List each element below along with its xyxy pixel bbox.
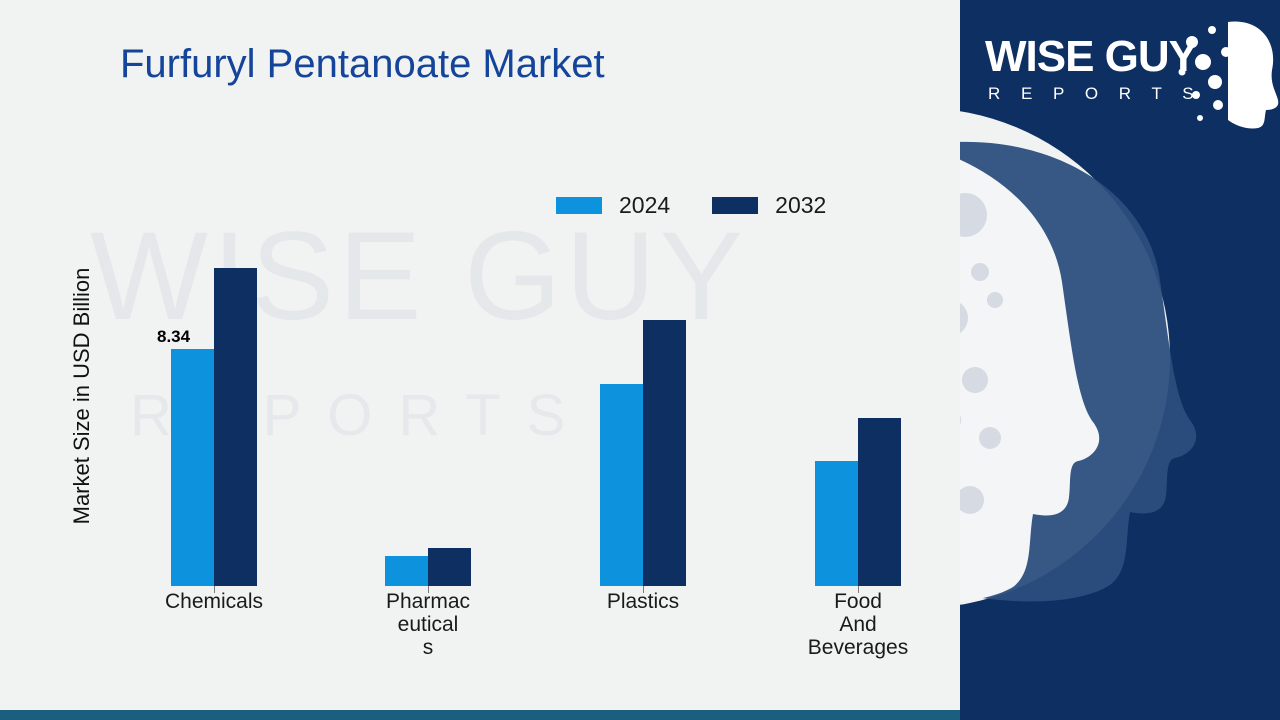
axis-tick (428, 586, 429, 593)
bar-2032-plastics (643, 320, 686, 586)
brand-panel: WISE GUY R E P O R T S (960, 0, 1280, 720)
brand-logo-word: WISE GUY (985, 32, 1198, 81)
page-title: Furfuryl Pentanoate Market (120, 42, 605, 86)
axis-tick (643, 586, 644, 593)
legend-swatch-2024 (556, 197, 602, 214)
legend-item-2024[interactable]: 2024 (556, 192, 670, 219)
brand-logo: WISE GUY R E P O R T S (985, 32, 1260, 127)
category-label-pharmaceuticals: Pharmac eutical s (385, 590, 471, 659)
bar-2024-pharmaceuticals (385, 556, 428, 586)
brand-logo-subtitle: R E P O R T S (988, 84, 1202, 103)
chart-panel: WISE GUY REPORTS Furfuryl Pentanoate Mar… (69, 42, 909, 659)
dotted-head-silhouette-icon (960, 21, 1279, 602)
legend-item-2032[interactable]: 2032 (712, 192, 826, 219)
bar-2032-food-and-beverages (858, 418, 901, 586)
category-label-plastics: Plastics (606, 590, 680, 613)
category-label-food-and-beverages: Food And Beverages (807, 590, 909, 659)
axis-tick (214, 586, 215, 593)
bottom-accent-strip (0, 710, 960, 720)
category-label-chemicals: Chemicals (164, 590, 264, 613)
legend-label-2024: 2024 (619, 192, 671, 218)
chart-legend: 2024 2032 (556, 192, 826, 219)
axis-tick (858, 586, 859, 593)
legend-label-2032: 2032 (775, 192, 827, 218)
bar-2024-plastics (600, 384, 643, 586)
bar-2032-chemicals (214, 267, 257, 586)
bar-value-label: 8.34 (157, 327, 191, 347)
bar-2024-food-and-beverages (815, 461, 858, 586)
legend-swatch-2032 (712, 197, 759, 214)
bar-chart-plot: 8.34 Chemicals Pharmac eutical s Plastics Food… (157, 267, 909, 659)
bar-2024-chemicals (171, 349, 214, 586)
bar-2032-pharmaceuticals (428, 547, 471, 586)
